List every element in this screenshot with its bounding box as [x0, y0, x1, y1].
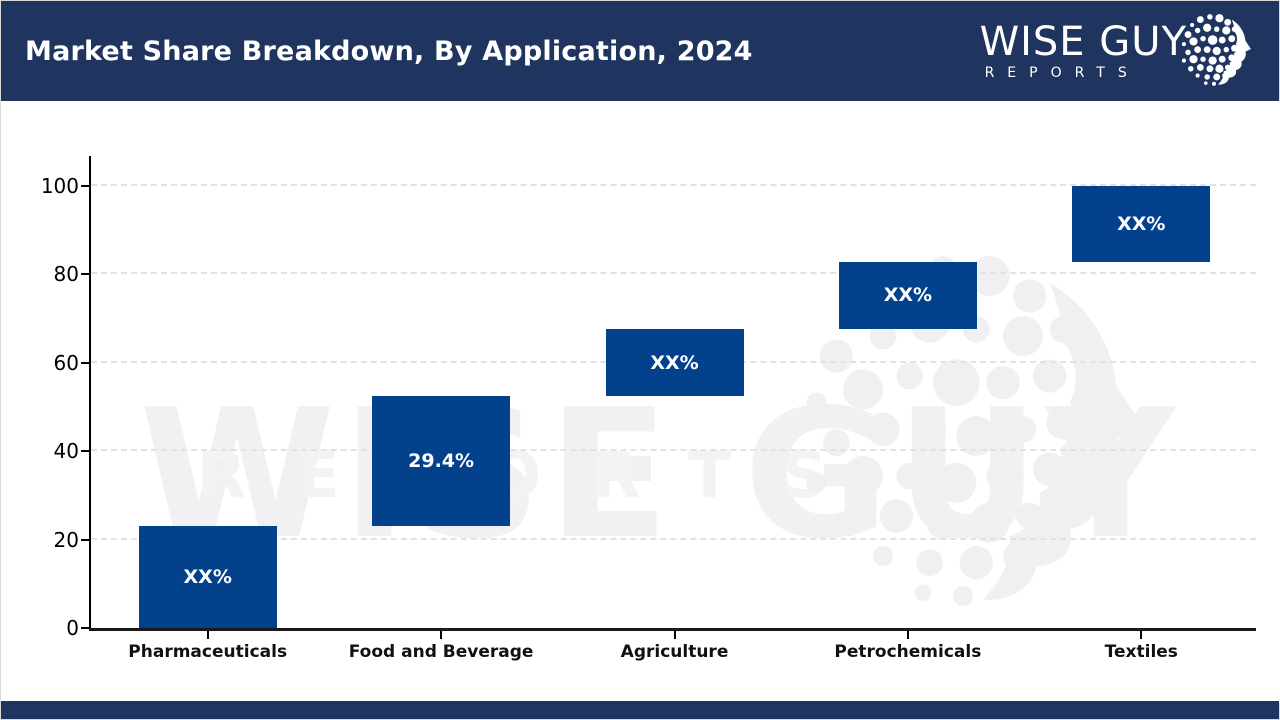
wiseguy-face-icon	[1173, 7, 1255, 95]
x-tick-label: Pharmaceuticals	[128, 642, 288, 662]
y-tick-mark	[81, 538, 89, 541]
x-tick-mark	[440, 631, 443, 639]
bar-value-label: 29.4%	[408, 449, 475, 472]
x-tick-mark	[206, 631, 209, 639]
page-title: Market Share Breakdown, By Application, …	[25, 35, 753, 67]
logo-brand-subtitle: REPORTS	[984, 64, 1140, 81]
y-tick-label: 100	[40, 174, 79, 198]
gridline	[91, 184, 1256, 186]
wiseguy-logo: WISE GUY REPORTS	[980, 7, 1255, 95]
logo-brand-name: WISE GUY	[979, 18, 1187, 65]
x-tick-mark	[906, 631, 909, 639]
wiseguy-logo-text: WISE GUY REPORTS	[980, 22, 1187, 81]
x-axis-line	[89, 628, 1256, 631]
x-tick-label: Food and Beverage	[348, 642, 534, 662]
bar-textiles: XX%	[1072, 186, 1211, 262]
header-bar: Market Share Breakdown, By Application, …	[1, 1, 1279, 101]
chart-area: WISE GUY REPORTS 0 20 40 60 80 100 XX% Pharmace…	[1, 101, 1280, 703]
x-tick-label: Petrochemicals	[834, 642, 982, 662]
bar-value-label: XX%	[650, 351, 699, 374]
bar-food-and-beverage: 29.4%	[372, 395, 511, 526]
y-tick-mark	[81, 273, 89, 276]
plot-area: 0 20 40 60 80 100 XX% Pharmaceuticals 29.4% Food …	[41, 156, 1256, 662]
y-tick-label: 20	[53, 527, 79, 552]
watermark-text-secondary: REPORTS	[197, 439, 878, 513]
y-tick-mark	[81, 185, 89, 187]
bar-petrochemicals: XX%	[838, 261, 977, 330]
x-tick-mark	[673, 631, 676, 639]
y-tick-label: 40	[53, 439, 79, 464]
gridline	[91, 537, 1256, 540]
y-tick-label: 60	[53, 350, 79, 375]
bar-value-label: XX%	[183, 565, 232, 588]
bar-pharmaceuticals: XX%	[138, 525, 277, 628]
footer-bar	[1, 701, 1279, 719]
y-tick-label: 0	[66, 616, 79, 640]
x-tick-label: Agriculture	[620, 642, 729, 662]
y-tick-mark	[81, 450, 89, 453]
gridline	[91, 272, 1256, 275]
gridline	[91, 449, 1256, 452]
bar-value-label: XX%	[883, 284, 933, 307]
y-tick-label: 80	[53, 262, 79, 287]
bar-agriculture: XX%	[605, 329, 744, 396]
x-tick-label: Textiles	[1104, 642, 1178, 662]
x-tick-mark	[1140, 631, 1143, 639]
bar-value-label: XX%	[1117, 212, 1166, 235]
y-tick-mark	[81, 627, 89, 629]
y-tick-mark	[81, 361, 89, 364]
